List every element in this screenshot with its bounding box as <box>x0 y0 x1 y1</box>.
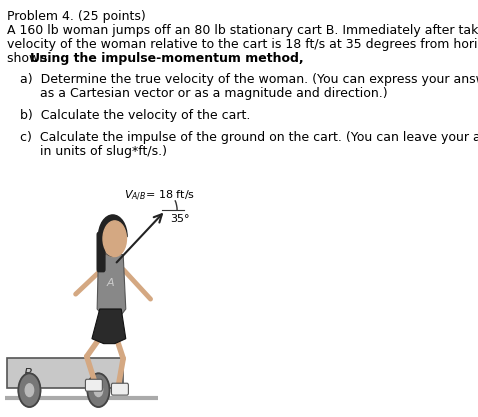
Text: as a Cartesian vector or as a magnitude and direction.): as a Cartesian vector or as a magnitude … <box>20 87 388 100</box>
Bar <box>7 359 122 388</box>
Text: a)  Determine the true velocity of the woman. (You can express your answer: a) Determine the true velocity of the wo… <box>20 73 478 86</box>
Text: A: A <box>106 278 114 288</box>
Circle shape <box>94 384 103 397</box>
Polygon shape <box>97 254 126 315</box>
Circle shape <box>100 217 126 256</box>
Polygon shape <box>92 309 126 344</box>
Text: 35°: 35° <box>171 214 190 224</box>
FancyBboxPatch shape <box>86 379 102 391</box>
Text: A 160 lb woman jumps off an 80 lb stationary cart B. Immediately after take-off : A 160 lb woman jumps off an 80 lb statio… <box>7 24 478 37</box>
Text: $V_{A/B}$= 18 ft/s: $V_{A/B}$= 18 ft/s <box>124 188 196 203</box>
Text: shown.: shown. <box>7 52 55 65</box>
FancyBboxPatch shape <box>97 232 106 272</box>
Text: in units of slug*ft/s.): in units of slug*ft/s.) <box>20 145 167 158</box>
FancyBboxPatch shape <box>111 383 129 395</box>
Text: b)  Calculate the velocity of the cart.: b) Calculate the velocity of the cart. <box>20 109 250 122</box>
Text: B: B <box>24 367 33 380</box>
Text: velocity of the woman relative to the cart is 18 ft/s at 35 degrees from horizon: velocity of the woman relative to the ca… <box>7 38 478 51</box>
Circle shape <box>25 384 33 397</box>
Text: c)  Calculate the impulse of the ground on the cart. (You can leave your answer: c) Calculate the impulse of the ground o… <box>20 131 478 144</box>
Wedge shape <box>98 215 127 237</box>
Text: Problem 4. (25 points): Problem 4. (25 points) <box>7 10 146 23</box>
Text: Using the impulse-momentum method,: Using the impulse-momentum method, <box>30 52 304 65</box>
Circle shape <box>103 221 127 256</box>
Circle shape <box>18 373 41 407</box>
Circle shape <box>87 373 109 407</box>
